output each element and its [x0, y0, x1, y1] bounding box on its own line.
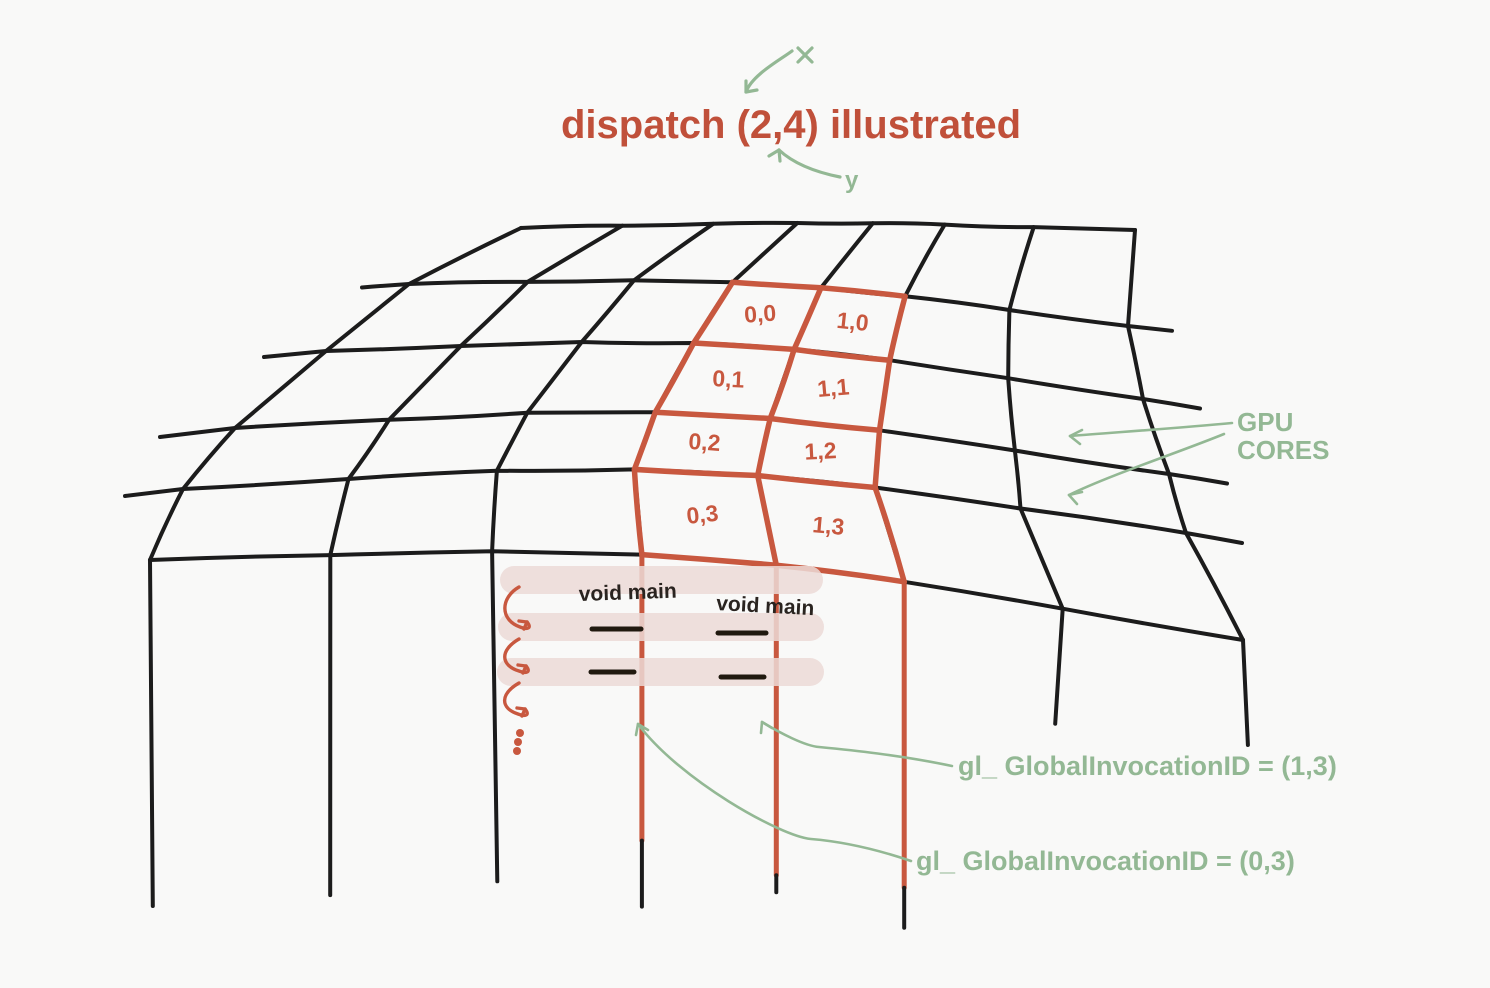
svg-text:y: y — [845, 167, 859, 194]
svg-text:gl_ GlobalInvocationID = (0,3): gl_ GlobalInvocationID = (0,3) — [916, 846, 1295, 876]
svg-text:0,1: 0,1 — [712, 365, 745, 393]
svg-text:0,3: 0,3 — [685, 500, 720, 529]
svg-text:1,0: 1,0 — [835, 307, 870, 336]
svg-text:1,1: 1,1 — [816, 373, 850, 402]
svg-text:dispatch (2,4) illustrated: dispatch (2,4) illustrated — [561, 103, 1021, 147]
svg-text:void main: void main — [578, 580, 677, 606]
svg-text:GPU: GPU — [1237, 407, 1293, 437]
svg-text:1,2: 1,2 — [804, 437, 837, 465]
svg-text:0,2: 0,2 — [688, 428, 722, 456]
svg-text:0,0: 0,0 — [743, 300, 777, 328]
svg-text:CORES: CORES — [1237, 435, 1329, 465]
svg-text:gl_ GlobalInvocationID = (1,3): gl_ GlobalInvocationID = (1,3) — [958, 751, 1337, 781]
svg-text:1,3: 1,3 — [811, 511, 845, 540]
